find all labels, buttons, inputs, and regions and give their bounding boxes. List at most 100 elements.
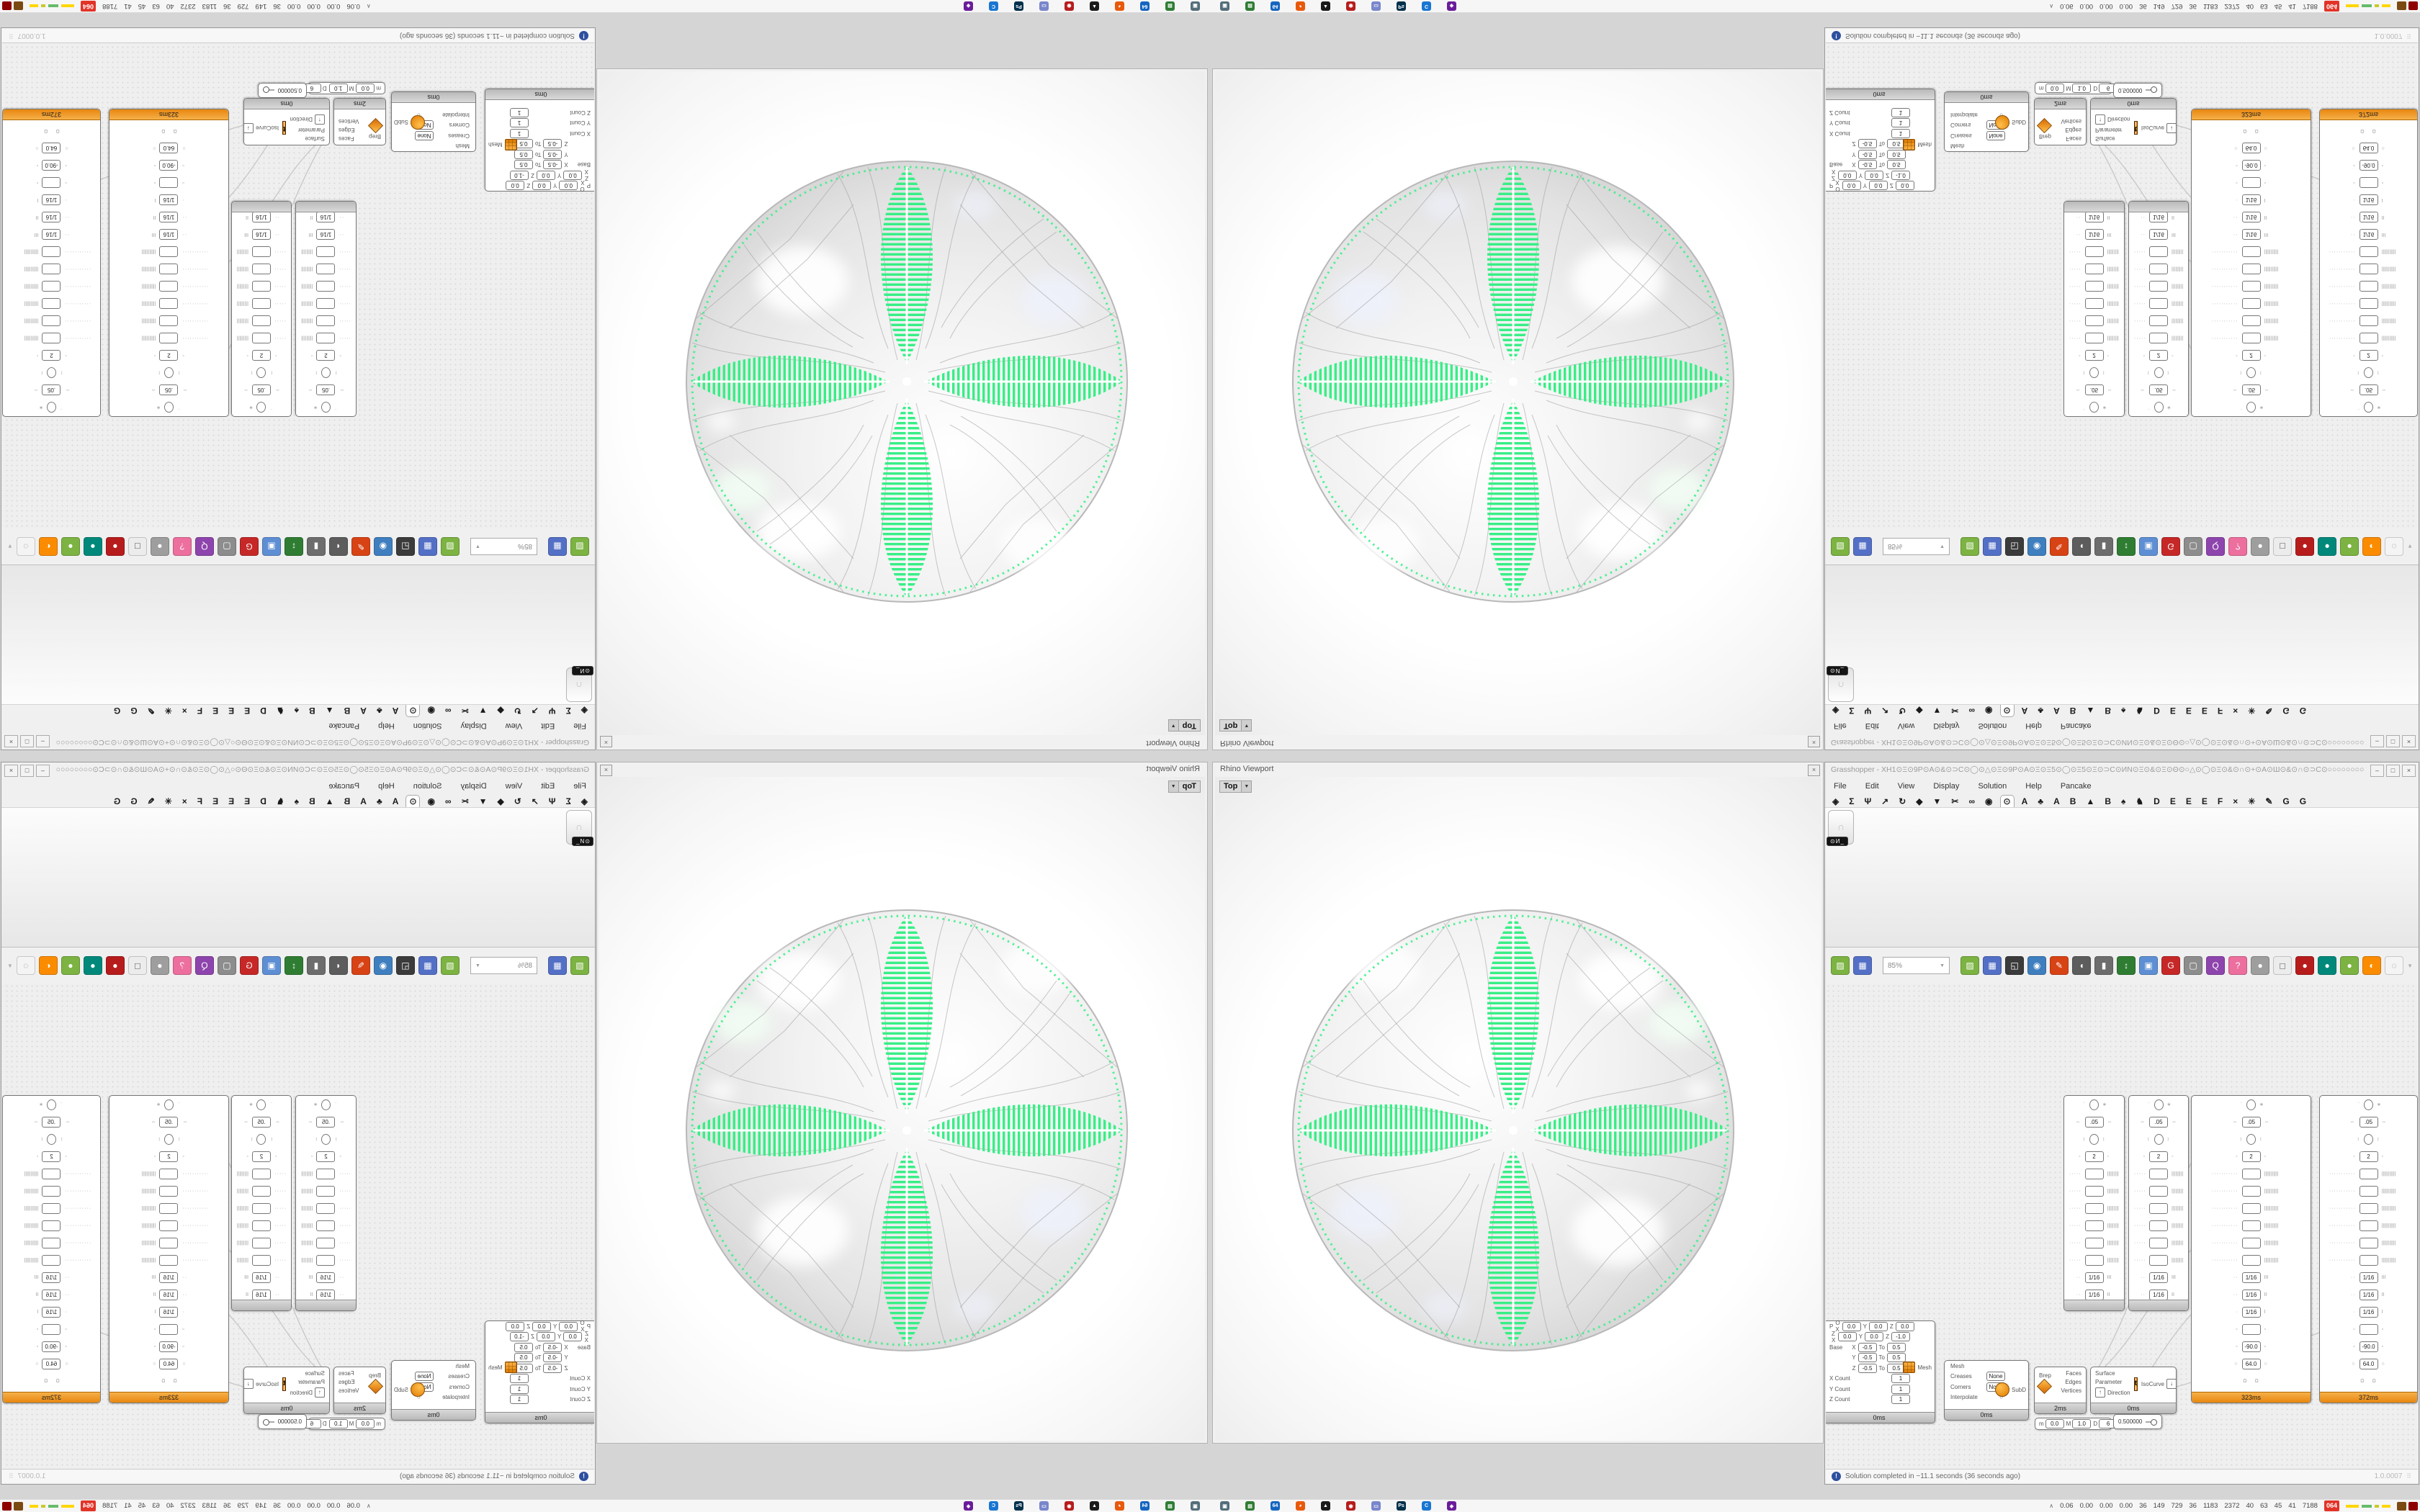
brep-output-label[interactable]: Edges bbox=[2065, 1379, 2081, 1385]
category-tab[interactable]: ↗ bbox=[1881, 706, 1889, 716]
isocurve-input[interactable]: Surface bbox=[305, 135, 325, 142]
category-tab[interactable]: A bbox=[2021, 796, 2028, 806]
tray-square-icon[interactable] bbox=[2, 1501, 12, 1511]
node-bank-2[interactable]: ˆ ∗ ⇔ .05 ⇔ ↕ bbox=[2128, 201, 2189, 417]
taskbar-app-icon[interactable]: ◉ bbox=[1346, 1501, 1355, 1511]
tray-expand-icon[interactable]: ∧ bbox=[2049, 1503, 2054, 1509]
brep-input-label[interactable]: Brep bbox=[369, 1372, 381, 1379]
node-bank-3-selected[interactable]: ˆ ∗ ⇔ .05 ⇔ ↕ bbox=[109, 109, 229, 417]
category-tab[interactable]: ↗ bbox=[1881, 796, 1889, 806]
category-tab[interactable]: B bbox=[308, 796, 315, 806]
brep-input-label[interactable]: Brep bbox=[2039, 133, 2051, 140]
category-tab[interactable]: A bbox=[392, 706, 399, 716]
toolbar-icon[interactable]: Q bbox=[194, 537, 214, 556]
toolbar-icon[interactable]: ▣ bbox=[261, 956, 281, 975]
window-button[interactable]: – bbox=[2370, 765, 2384, 777]
open-file-icon[interactable]: ▨ bbox=[570, 537, 589, 556]
node-subd[interactable]: Mesh Creases None bbox=[1944, 91, 2029, 152]
category-tab[interactable]: A bbox=[360, 706, 367, 716]
category-tab[interactable]: × bbox=[182, 796, 187, 806]
chevron-down-icon[interactable]: ▼ bbox=[1940, 963, 1945, 968]
toolbar-icon[interactable]: ● bbox=[2318, 956, 2337, 975]
toolbar-icon[interactable]: ◱ bbox=[2005, 956, 2025, 975]
category-tab[interactable]: D bbox=[260, 706, 266, 716]
category-tab[interactable]: ◉ bbox=[427, 706, 435, 716]
open-file-icon[interactable]: ▨ bbox=[1831, 956, 1850, 975]
category-tab[interactable]: × bbox=[2233, 706, 2238, 716]
category-tab[interactable]: E bbox=[212, 706, 219, 716]
viewport-view-tab[interactable]: Top ▼ bbox=[1219, 780, 1252, 793]
category-tab[interactable]: F bbox=[197, 796, 203, 806]
toolbar-icon[interactable]: ✎ bbox=[2050, 537, 2069, 556]
taskbar-app-icon[interactable]: ◕ bbox=[1296, 1501, 1305, 1511]
toolbar-icon[interactable]: ▦ bbox=[1983, 956, 2002, 975]
taskbar-app-icon[interactable]: ◈ bbox=[1447, 1501, 1456, 1511]
toolbar-icon[interactable]: ▨ bbox=[440, 956, 460, 975]
category-tab[interactable]: Ψ bbox=[1864, 706, 1872, 716]
toolbar-icon[interactable]: ● bbox=[2295, 956, 2315, 975]
menu-item[interactable]: Edit bbox=[1865, 782, 1879, 791]
taskbar-app-icon[interactable]: 64 bbox=[1270, 1501, 1280, 1511]
menu-item[interactable]: Edit bbox=[541, 721, 555, 730]
isocurve-input[interactable]: ↑ Direction bbox=[290, 114, 325, 125]
category-tab[interactable]: ∞ bbox=[1968, 706, 1976, 716]
tray-alert-badge[interactable]: 064 bbox=[81, 1500, 97, 1511]
category-tab[interactable]: D bbox=[2154, 796, 2160, 806]
mesh-output[interactable]: Mesh bbox=[488, 1362, 517, 1373]
slider-knob[interactable] bbox=[2150, 1418, 2157, 1426]
close-icon[interactable]: × bbox=[1808, 765, 1820, 776]
taskbar-app-icon[interactable]: ▭ bbox=[1371, 1, 1381, 11]
category-tab[interactable]: G bbox=[2282, 706, 2290, 716]
toolbar-icon[interactable]: ◉ bbox=[373, 956, 393, 975]
menu-item[interactable]: File bbox=[573, 782, 586, 791]
toolbar-icon[interactable]: ◱ bbox=[2005, 537, 2025, 556]
window-button[interactable]: – bbox=[36, 765, 50, 777]
viewport-view-tab[interactable]: Top ▼ bbox=[1168, 719, 1201, 732]
category-tab[interactable]: ✳ bbox=[164, 796, 172, 806]
isocurve-input[interactable]: Surface bbox=[305, 1370, 325, 1377]
chevron-down-icon[interactable]: ▼ bbox=[1168, 780, 1178, 793]
brep-output-label[interactable]: Vertices bbox=[2061, 118, 2081, 125]
category-tab[interactable]: ⊙ bbox=[1999, 795, 2015, 807]
tray-square-icon[interactable] bbox=[2408, 1, 2418, 11]
isocurve-input[interactable]: Parameter bbox=[297, 1379, 325, 1385]
node-number-slider[interactable]: 0.500000 bbox=[2113, 83, 2162, 98]
category-tab[interactable]: × bbox=[182, 706, 187, 716]
toolbar-icon[interactable]: ◻ bbox=[127, 956, 147, 975]
toolbar-icon[interactable]: ● bbox=[2295, 537, 2315, 556]
mesh-output[interactable]: Mesh bbox=[1903, 1362, 1932, 1373]
chevron-down-icon[interactable]: ▼ bbox=[1242, 719, 1252, 732]
menu-item[interactable]: Pancake bbox=[328, 782, 360, 791]
brep-output-label[interactable]: Vertices bbox=[2061, 1387, 2081, 1394]
toolbar-icon[interactable]: Q bbox=[2206, 537, 2226, 556]
zoom-level-input[interactable]: 85% ▼ bbox=[470, 957, 537, 974]
tray-alert-badge[interactable]: 064 bbox=[81, 1, 97, 12]
taskbar-app-icon[interactable]: ▣ bbox=[1220, 1, 1229, 11]
menu-item[interactable]: Pancake bbox=[2060, 721, 2092, 730]
viewport-canvas[interactable]: Top ▼ bbox=[599, 777, 1205, 1441]
window-button[interactable]: × bbox=[4, 735, 18, 747]
category-tab[interactable]: E bbox=[212, 796, 219, 806]
tray-alert-badge[interactable]: 064 bbox=[2323, 1500, 2339, 1511]
category-tab[interactable]: × bbox=[2233, 796, 2238, 806]
category-tab[interactable]: E bbox=[244, 706, 251, 716]
category-tab[interactable]: G bbox=[113, 796, 121, 806]
category-tab[interactable]: ✳ bbox=[164, 706, 172, 716]
node-isocurve[interactable]: Surface Parameter ↑ Direction bbox=[243, 98, 330, 145]
toolbar-icon[interactable]: ● bbox=[2340, 537, 2360, 556]
toolbar-icon[interactable]: ▢ bbox=[217, 537, 236, 556]
toolbar-icon[interactable]: G bbox=[2161, 537, 2181, 556]
node-mesh-box[interactable]: P O X 0.0 Y 0.0 Z 0.0 Z X bbox=[1826, 89, 1935, 192]
taskbar-app-icon[interactable]: Ps bbox=[1397, 1, 1406, 11]
category-tab[interactable]: F bbox=[197, 706, 203, 716]
toolbar-icon[interactable]: ◖ bbox=[328, 537, 348, 556]
toolbar-icon[interactable]: ✎ bbox=[351, 537, 370, 556]
chevron-down-icon[interactable]: ▼ bbox=[7, 962, 13, 969]
menu-item[interactable]: View bbox=[1897, 782, 1915, 791]
category-tab[interactable]: ♠ bbox=[2121, 706, 2126, 716]
viewport-view-label[interactable]: Top bbox=[1219, 719, 1242, 732]
toolbar-icon[interactable]: ↕ bbox=[284, 537, 303, 556]
chevron-down-icon[interactable]: ▼ bbox=[2407, 962, 2413, 969]
category-tab[interactable]: ✎ bbox=[2265, 796, 2273, 806]
category-tab[interactable]: Σ bbox=[565, 796, 571, 806]
